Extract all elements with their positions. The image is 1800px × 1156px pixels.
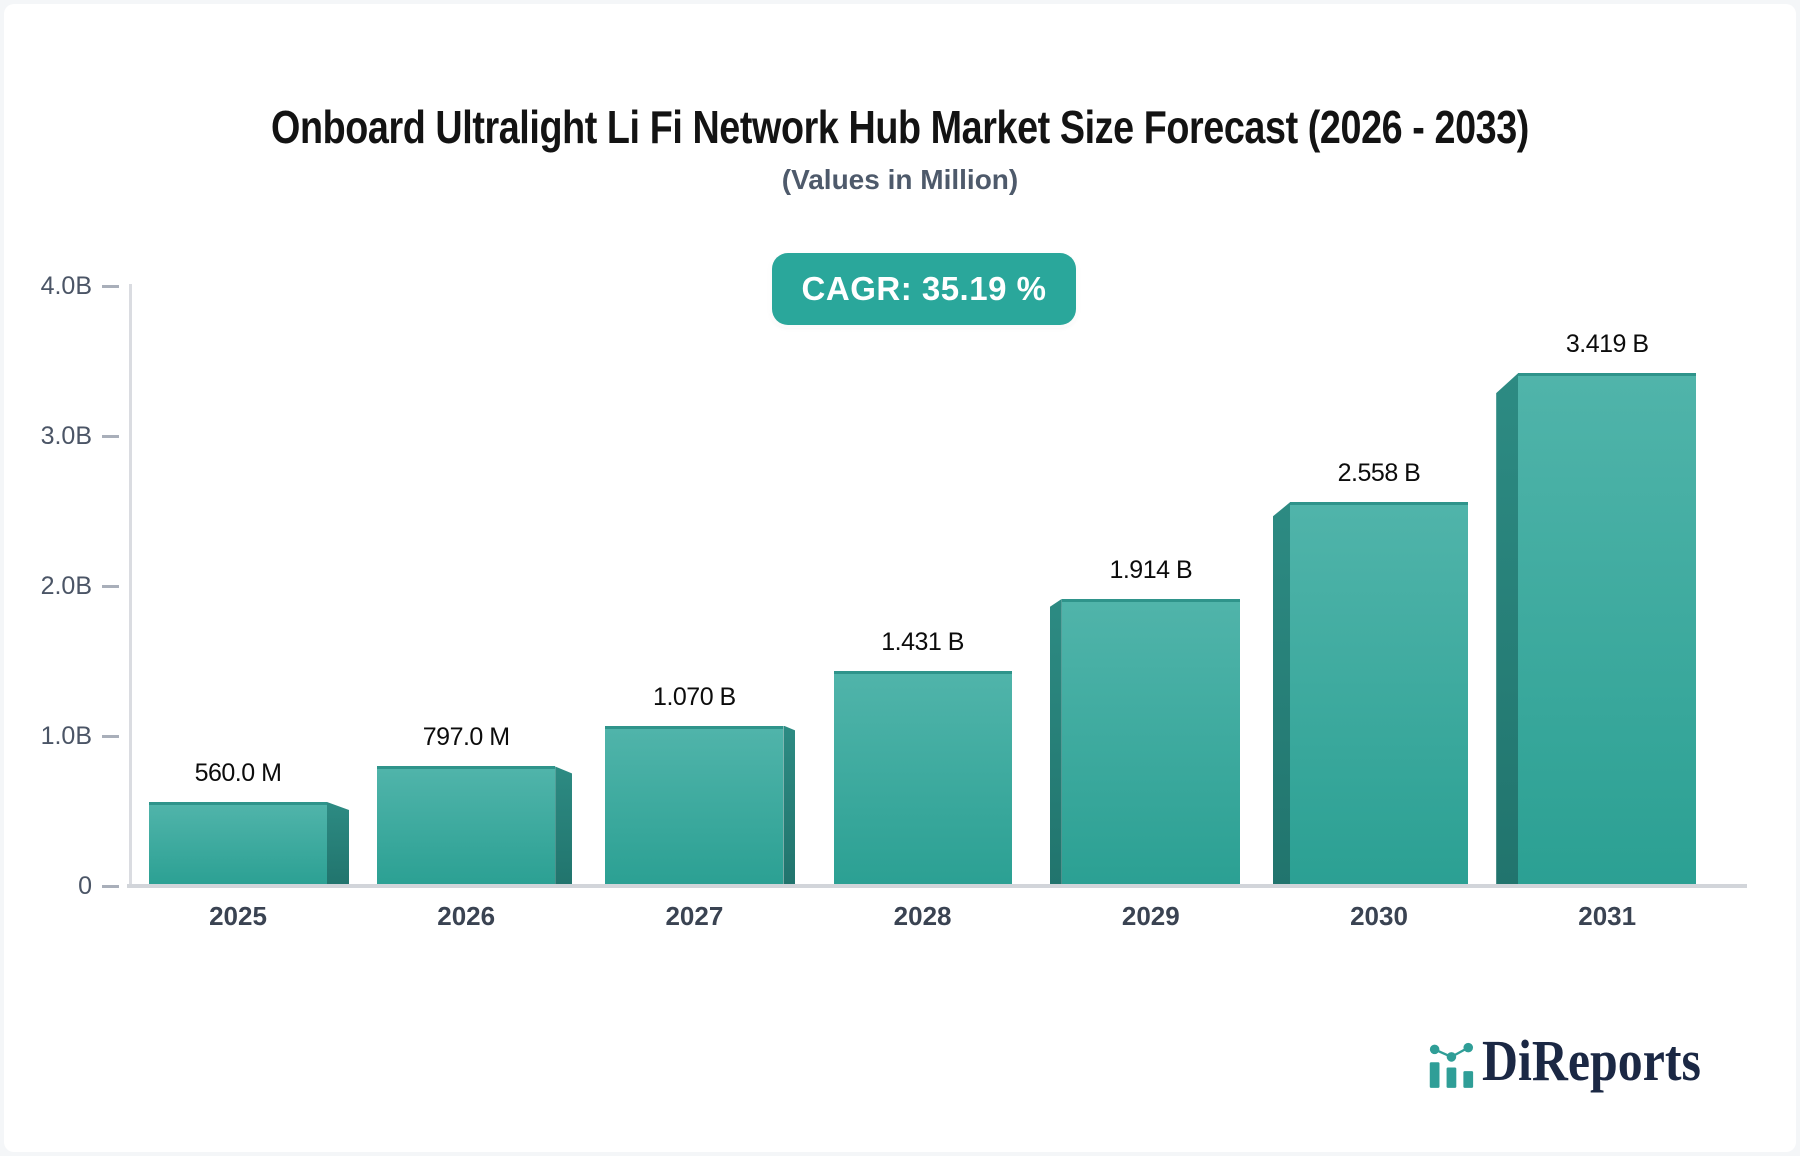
chart-subtitle-row: (Values in Million) xyxy=(0,164,1800,196)
x-axis-label: 2030 xyxy=(1350,901,1408,931)
y-tick-label: 1.0B xyxy=(40,722,92,750)
bar-face-2030 xyxy=(1290,502,1468,886)
y-tick-label: 0 xyxy=(78,872,92,900)
bar-face-2026 xyxy=(377,766,556,886)
bar-value-label: 3.419 B xyxy=(1565,330,1649,359)
cagr-badge: CAGR: 35.19 % xyxy=(771,253,1077,325)
y-tick-dash xyxy=(102,584,119,588)
bar-side-face xyxy=(327,802,349,886)
x-axis-label: 2031 xyxy=(1578,901,1637,931)
y-tick-label: 2.0B xyxy=(40,572,92,600)
bar-value-label: 1.431 B xyxy=(881,628,964,657)
bar-side-face xyxy=(1496,373,1519,886)
bar-value-label: 1.070 B xyxy=(653,682,736,711)
y-axis-line xyxy=(129,284,132,888)
bar-face-2027 xyxy=(605,725,784,886)
brand-logo: DiReports xyxy=(1428,1032,1737,1090)
cagr-badge-row: CAGR: 35.19 % xyxy=(0,253,1800,325)
y-tick-label: 3.0B xyxy=(40,422,92,450)
x-axis-line xyxy=(127,884,1747,888)
x-axis-label: 2027 xyxy=(665,901,724,931)
y-tick-label: 4.0B xyxy=(40,272,92,300)
y-tick-dash xyxy=(102,734,119,738)
bar-face-2029 xyxy=(1061,598,1240,886)
x-axis-label: 2025 xyxy=(209,901,267,931)
bar-chart-logo-icon xyxy=(1429,1042,1474,1088)
bar-side-face xyxy=(1273,502,1290,886)
bar-value-label: 797.0 M xyxy=(422,723,510,752)
y-tick-dash xyxy=(102,884,119,888)
chart-subtitle: (Values in Million) xyxy=(781,164,1019,195)
y-tick-dash xyxy=(102,284,119,288)
bar-value-label: 2.558 B xyxy=(1337,459,1421,488)
bar-side-face xyxy=(555,766,573,886)
chart-title-row: Onboard Ultralight Li Fi Network Hub Mar… xyxy=(0,100,1800,154)
y-tick-dash xyxy=(102,434,119,438)
bar-face-2025 xyxy=(149,802,327,886)
bar-side-face xyxy=(783,725,796,886)
bar-face-2028 xyxy=(833,671,1012,886)
chart-title: Onboard Ultralight Li Fi Network Hub Mar… xyxy=(271,101,1529,153)
bar-value-label: 560.0 M xyxy=(194,759,282,787)
brand-logo-text: DiReports xyxy=(1482,1028,1701,1093)
bar-side-face xyxy=(1049,598,1062,886)
x-axis-label: 2028 xyxy=(893,901,952,931)
x-axis-label: 2026 xyxy=(437,901,496,931)
bar-value-label: 1.914 B xyxy=(1109,555,1193,584)
bar-face-2031 xyxy=(1518,373,1697,886)
x-axis-label: 2029 xyxy=(1121,901,1180,931)
